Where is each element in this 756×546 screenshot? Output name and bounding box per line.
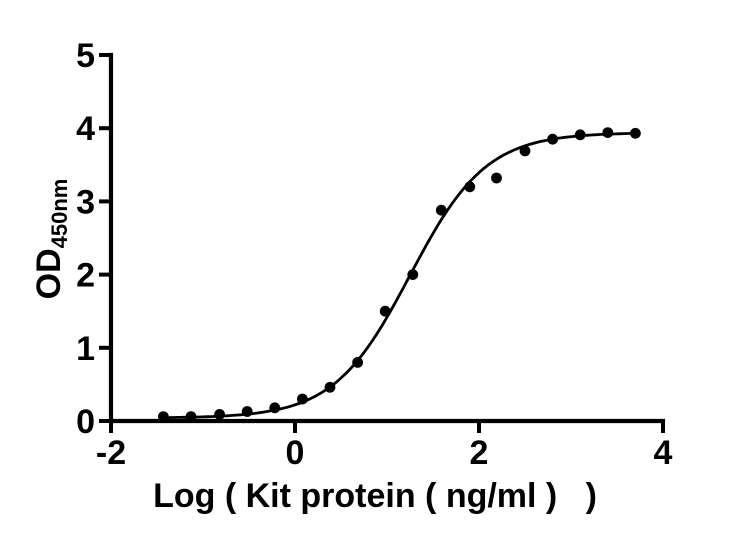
x-tick-label: -2	[96, 434, 126, 472]
y-tick-label: 4	[76, 110, 95, 148]
data-point	[547, 133, 558, 145]
data-point	[241, 406, 253, 417]
x-tick-label: 0	[286, 434, 305, 472]
data-point	[491, 172, 502, 184]
data-point	[324, 381, 336, 393]
x-tick-label: 2	[470, 434, 489, 472]
data-point	[269, 402, 281, 414]
x-tick-label: 4	[654, 434, 673, 472]
fit-curve-group	[163, 132, 636, 419]
data-points-group	[158, 127, 641, 422]
fit-curve-path	[163, 132, 636, 419]
data-point	[379, 305, 391, 317]
y-axis-title: OD450nm	[30, 179, 72, 300]
x-axis-title: Log ( Kit protein ( ng/ml ) )	[153, 477, 597, 515]
y-tick-label: 5	[76, 37, 95, 75]
data-point	[574, 129, 586, 141]
y-axis-title-subscript: 450nm	[47, 179, 72, 249]
data-point	[435, 204, 447, 216]
data-point	[630, 127, 641, 139]
data-point	[158, 411, 169, 422]
axes-group	[108, 52, 666, 424]
data-point	[407, 269, 419, 280]
y-tick-label: 3	[76, 183, 95, 221]
data-point	[519, 145, 531, 157]
data-point	[602, 127, 614, 138]
y-axis-ticks-group: 0 1 2 3 4 5	[76, 37, 111, 441]
y-tick-label: 2	[76, 257, 95, 295]
data-point	[185, 411, 197, 422]
y-axis-title-main: OD	[30, 248, 68, 299]
y-tick-label: 1	[76, 330, 95, 368]
data-point	[352, 357, 363, 368]
data-point	[297, 393, 308, 405]
y-tick-label: 0	[76, 403, 95, 441]
data-point	[464, 181, 476, 193]
data-point	[214, 409, 226, 420]
x-axis-ticks-group: -2 0 2 4	[96, 421, 673, 472]
